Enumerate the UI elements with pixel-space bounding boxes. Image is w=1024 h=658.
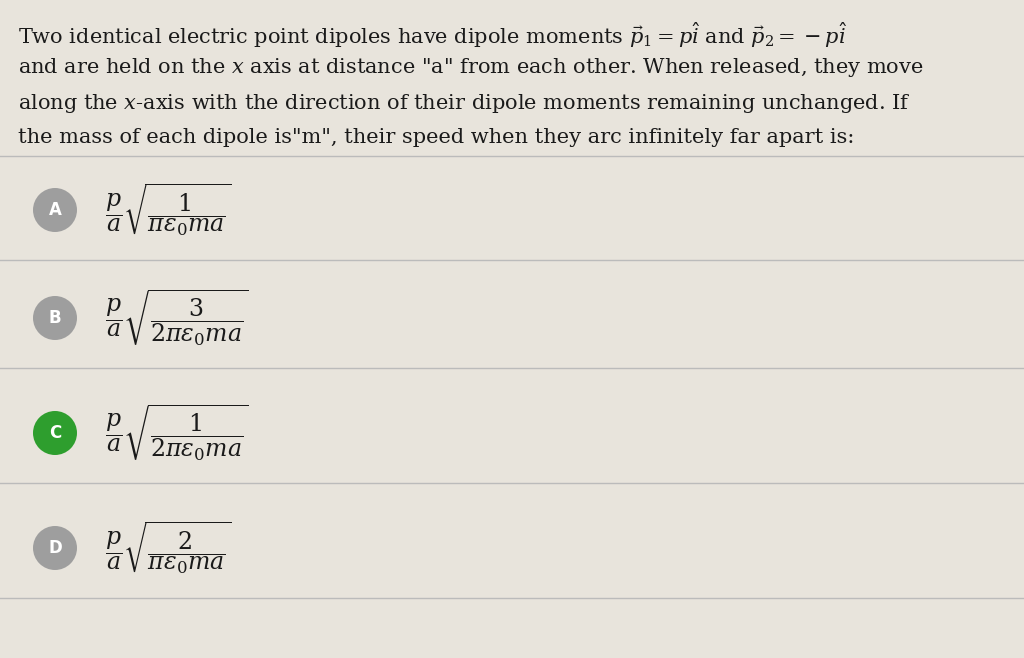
Text: A: A	[48, 201, 61, 219]
Circle shape	[33, 526, 77, 570]
Text: the mass of each dipole is"m", their speed when they arc infinitely far apart is: the mass of each dipole is"m", their spe…	[18, 128, 854, 147]
Text: Two identical electric point dipoles have dipole moments $\vec{p}_1 = p\hat{i}$ : Two identical electric point dipoles hav…	[18, 20, 847, 49]
Text: B: B	[49, 309, 61, 327]
Circle shape	[33, 411, 77, 455]
Text: $\dfrac{p}{a}\sqrt{\dfrac{1}{\pi\varepsilon_0 ma}}$: $\dfrac{p}{a}\sqrt{\dfrac{1}{\pi\varepsi…	[105, 182, 231, 239]
Text: along the $x$-axis with the direction of their dipole moments remaining unchange: along the $x$-axis with the direction of…	[18, 92, 910, 115]
Text: $\dfrac{p}{a}\sqrt{\dfrac{1}{2\pi\varepsilon_0 ma}}$: $\dfrac{p}{a}\sqrt{\dfrac{1}{2\pi\vareps…	[105, 403, 249, 463]
Text: $\dfrac{p}{a}\sqrt{\dfrac{3}{2\pi\varepsilon_0 ma}}$: $\dfrac{p}{a}\sqrt{\dfrac{3}{2\pi\vareps…	[105, 288, 249, 349]
Text: C: C	[49, 424, 61, 442]
Text: $\dfrac{p}{a}\sqrt{\dfrac{2}{\pi\varepsilon_0 ma}}$: $\dfrac{p}{a}\sqrt{\dfrac{2}{\pi\varepsi…	[105, 519, 231, 576]
Circle shape	[33, 188, 77, 232]
Circle shape	[33, 296, 77, 340]
Text: and are held on the $x$ axis at distance "a" from each other. When released, the: and are held on the $x$ axis at distance…	[18, 56, 924, 79]
Text: D: D	[48, 539, 61, 557]
